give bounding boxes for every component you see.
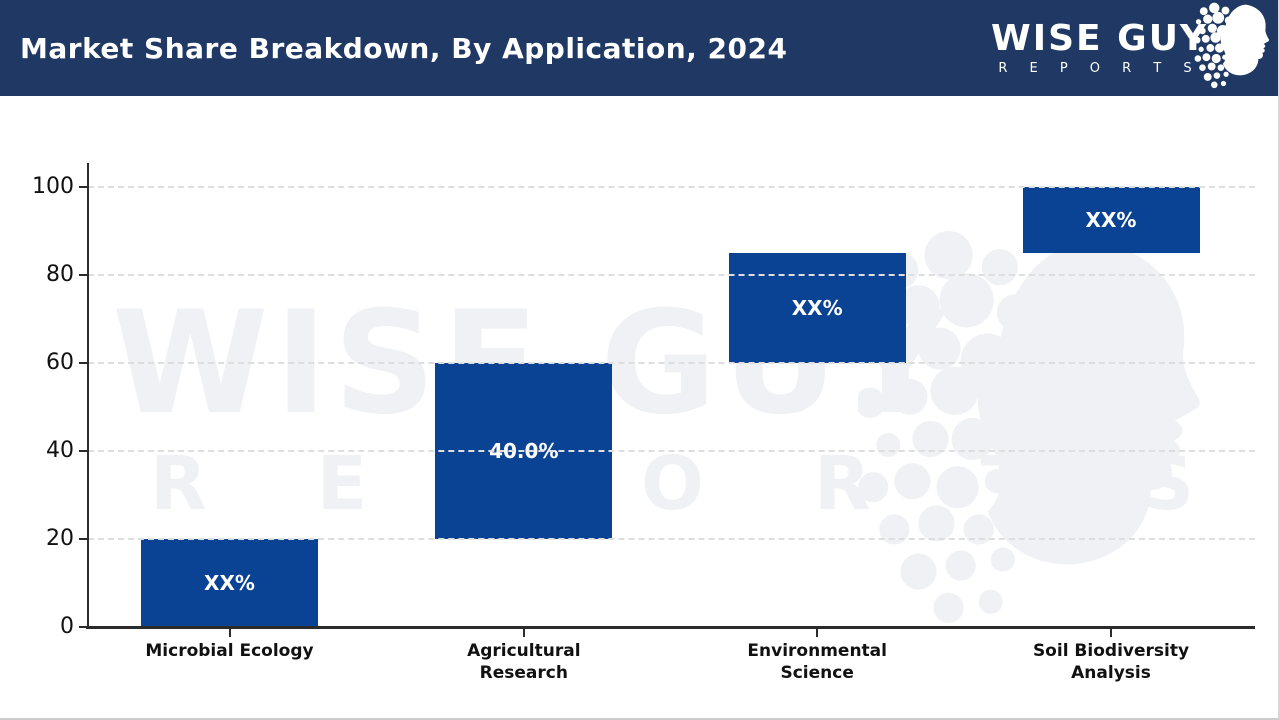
y-axis-line <box>87 163 89 629</box>
bar-2: XX% <box>728 253 906 363</box>
bar-value-label: XX% <box>791 296 843 320</box>
brand-face-icon <box>1194 2 1274 94</box>
y-tick-60 <box>79 362 88 364</box>
category-label-3: Soil Biodiversity Analysis <box>1032 641 1190 683</box>
category-label-0: Microbial Ecology <box>145 641 314 661</box>
brand-logo: WISE GUY R E P O R T S <box>991 2 1274 94</box>
category-label-2: Environmental Science <box>747 641 887 683</box>
x-tick-2 <box>816 629 819 637</box>
category-label-1: Agricultural Research <box>467 641 581 683</box>
x-tick-0 <box>228 629 231 637</box>
brand-wordmark: WISE GUY <box>990 18 1208 59</box>
y-tick-label-0: 0 <box>60 614 74 639</box>
gridline-100 <box>88 186 1255 188</box>
gridline-40 <box>88 450 1255 452</box>
y-tick-80 <box>79 274 88 276</box>
gridline-80 <box>88 274 1255 276</box>
bar-3: XX% <box>1022 187 1200 253</box>
y-tick-100 <box>79 186 88 188</box>
y-tick-label-60: 60 <box>46 350 74 375</box>
header: Market Share Breakdown, By Application, … <box>0 0 1278 96</box>
bar-value-label: XX% <box>1085 208 1137 232</box>
y-tick-20 <box>79 538 88 540</box>
y-tick-40 <box>79 450 88 452</box>
bar-0: XX% <box>141 539 318 627</box>
x-tick-3 <box>1110 629 1112 637</box>
y-tick-label-40: 40 <box>46 438 74 463</box>
gridline-60 <box>88 362 1255 364</box>
y-tick-0 <box>79 626 88 628</box>
y-tick-label-80: 80 <box>46 262 74 287</box>
page-title: Market Share Breakdown, By Application, … <box>20 31 788 65</box>
x-axis-line <box>86 626 1255 629</box>
y-tick-label-20: 20 <box>46 526 74 551</box>
y-tick-label-100: 100 <box>32 174 74 199</box>
gridline-20 <box>88 538 1255 540</box>
bar-value-label: XX% <box>204 571 255 595</box>
brand-subtext: R E P O R T S <box>998 61 1201 76</box>
x-tick-1 <box>522 629 525 637</box>
brand-text: WISE GUY R E P O R T S <box>990 18 1208 77</box>
